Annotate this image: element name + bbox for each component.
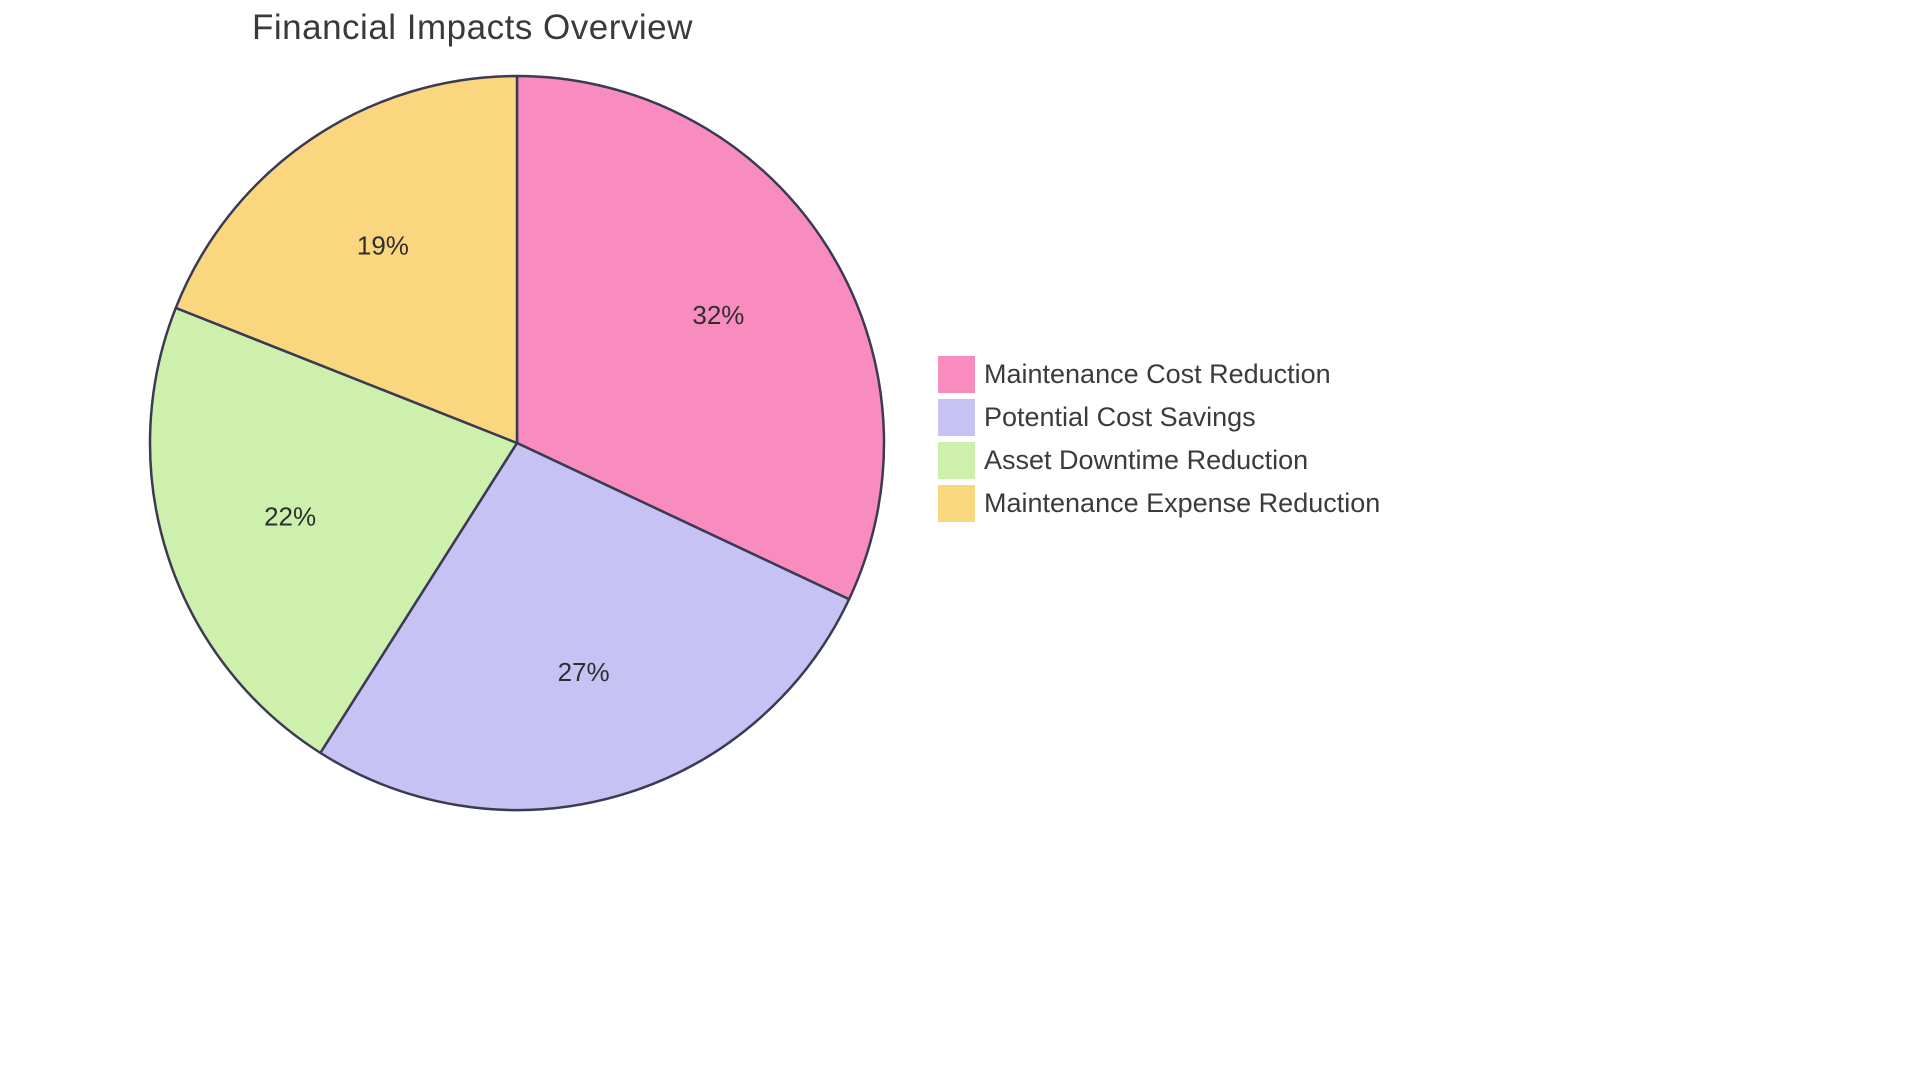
legend-label-2: Asset Downtime Reduction xyxy=(984,445,1309,475)
pie-slice-label-2: 22% xyxy=(264,502,316,532)
pie-slice-label-1: 27% xyxy=(558,657,610,687)
pie-slice-1 xyxy=(319,441,851,812)
legend-label-1: Potential Cost Savings xyxy=(984,402,1256,432)
legend-item-1: Potential Cost Savings xyxy=(938,396,1380,439)
legend-item-0: Maintenance Cost Reduction xyxy=(938,353,1380,396)
legend-swatch-0 xyxy=(938,356,975,393)
legend-label-0: Maintenance Cost Reduction xyxy=(984,359,1331,389)
chart-title: Financial Impacts Overview xyxy=(252,8,693,47)
legend-swatch-1 xyxy=(938,399,975,436)
pie-slice-label-3: 19% xyxy=(357,231,409,261)
pie-slice-0 xyxy=(515,74,886,601)
pie-slice-3 xyxy=(174,74,519,445)
legend-item-3: Maintenance Expense Reduction xyxy=(938,482,1380,525)
legend-label-3: Maintenance Expense Reduction xyxy=(984,488,1381,518)
legend-item-2: Asset Downtime Reduction xyxy=(938,439,1380,482)
legend-swatch-3 xyxy=(938,485,975,522)
legend-swatch-2 xyxy=(938,442,975,479)
pie-slice-label-0: 32% xyxy=(692,300,744,330)
legend: Maintenance Cost Reduction Potential Cost… xyxy=(938,353,1380,525)
pie-slice-2 xyxy=(148,306,519,755)
